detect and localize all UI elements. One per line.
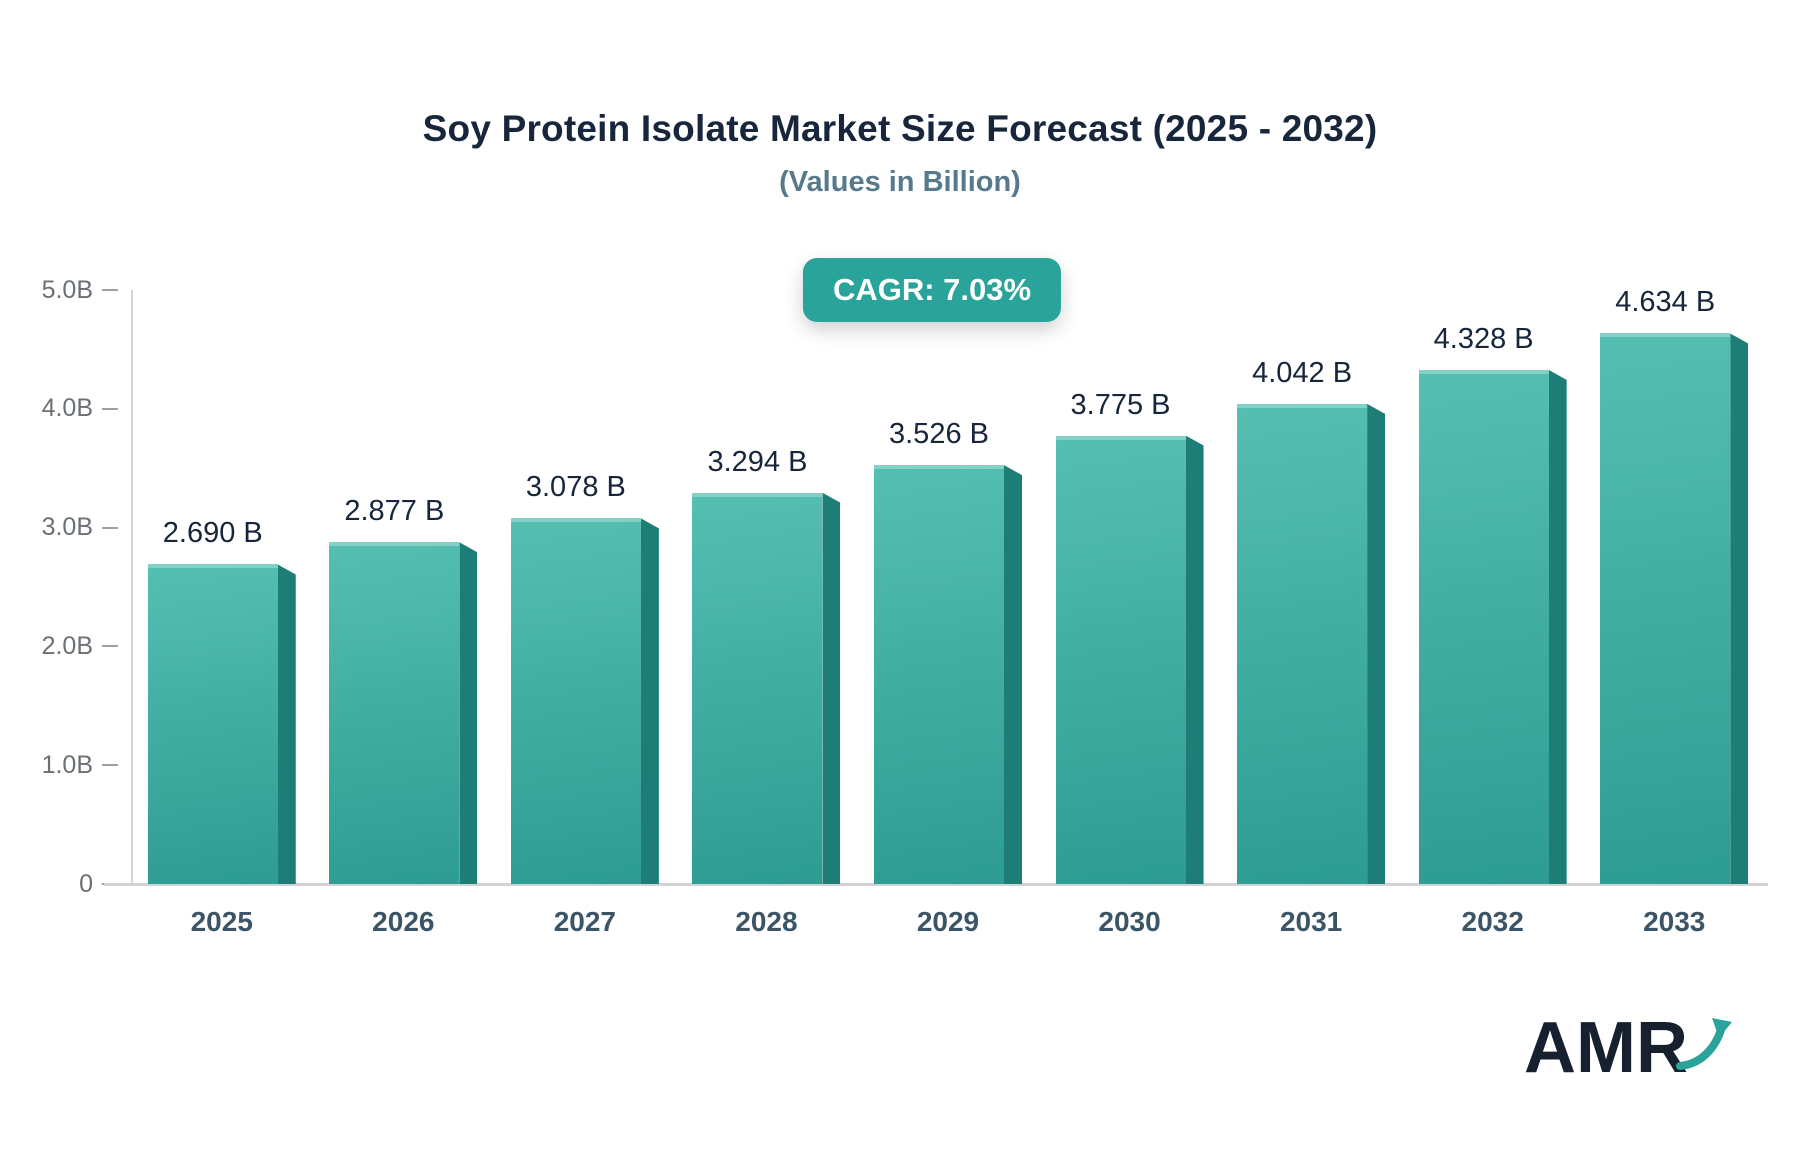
bar-side [1004,465,1022,884]
bar-face [1418,369,1549,884]
y-tick: 3.0B [42,513,118,543]
bar-value-label: 4.328 B [1433,322,1534,355]
bar-2029 [874,465,1022,884]
bar-2025 [147,564,296,884]
bar-side [1185,435,1204,884]
y-tick-label: 4.0B [41,394,93,423]
bar-2032 [1418,369,1567,884]
x-axis-label: 2033 [1643,906,1706,937]
x-axis-label: 2031 [1279,906,1343,937]
y-tick-mark [102,764,118,767]
bar-2028 [692,492,841,884]
x-axis-label: 2029 [916,906,980,937]
y-tick-mark [102,526,118,529]
bar-face [510,518,641,884]
y-tick-mark [102,407,118,410]
bar-face [1055,435,1186,884]
bar-side [459,542,478,884]
plot-area: 2.690 B 2025 2.877 B 2026 3.078 B 2027 3.294 B… [131,286,1765,937]
brand-logo: AMR [1524,1012,1734,1084]
cagr-badge: CAGR: 7.03% [802,258,1062,322]
logo-text: AMR [1524,1008,1688,1088]
y-tick: 2.0B [42,631,118,661]
y-tick-mark [102,289,118,291]
bar-value-label: 3.294 B [707,445,808,478]
bar-value-label: 3.078 B [525,471,626,504]
bar-2031 [1237,403,1386,884]
bar-2030 [1055,435,1204,884]
y-tick: 1.0B [42,750,118,780]
y-axis: 0 1.0B 2.0B 3.0B 4.0B 5.0B [0,276,122,898]
chart-subtitle: (Values in Billion) [779,166,1021,198]
bar-2033 [1600,333,1749,884]
bar-face [147,564,278,884]
bar-value-label: 3.775 B [1070,388,1171,421]
y-tick-label: 1.0B [41,750,93,779]
bar-value-label: 2.690 B [162,517,263,550]
bar-face [692,492,823,884]
y-tick-label: 3.0B [41,513,93,542]
bar-2026 [329,542,478,884]
bar-face [329,542,460,884]
x-axis-label: 2030 [1098,906,1161,937]
bar-face [1600,333,1731,884]
y-tick-label: 2.0B [41,631,93,660]
y-axis-line [131,290,133,884]
bar-value-label: 4.634 B [1615,286,1716,319]
y-tick-mark [102,645,118,648]
trend-arrow-icon [1676,1018,1732,1070]
bar-2027 [510,518,659,884]
bar-side [1548,369,1567,884]
bar-side [1730,333,1749,884]
x-axis-label: 2028 [735,906,798,937]
bar-value-label: 2.877 B [344,495,445,528]
x-axis-label: 2027 [553,906,617,937]
bar-face [1237,403,1368,884]
bar-face [874,465,1004,884]
bar-side [277,564,296,884]
bar-value-label: 3.526 B [889,418,989,451]
y-tick: 4.0B [42,394,118,424]
bar-side [1367,403,1386,884]
y-tick-label: 5.0B [41,275,93,304]
bar-side [640,518,659,884]
x-axis-label: 2026 [372,906,435,937]
y-tick: 5.0B [42,275,118,305]
bar-side [822,492,841,884]
x-axis-label: 2025 [190,906,253,937]
x-axis-line [104,883,1768,886]
y-tick-label: 0 [79,869,93,898]
chart-title: Soy Protein Isolate Market Size Forecast… [422,108,1378,149]
bar-value-label: 4.042 B [1252,356,1353,389]
x-axis-label: 2032 [1461,906,1524,937]
